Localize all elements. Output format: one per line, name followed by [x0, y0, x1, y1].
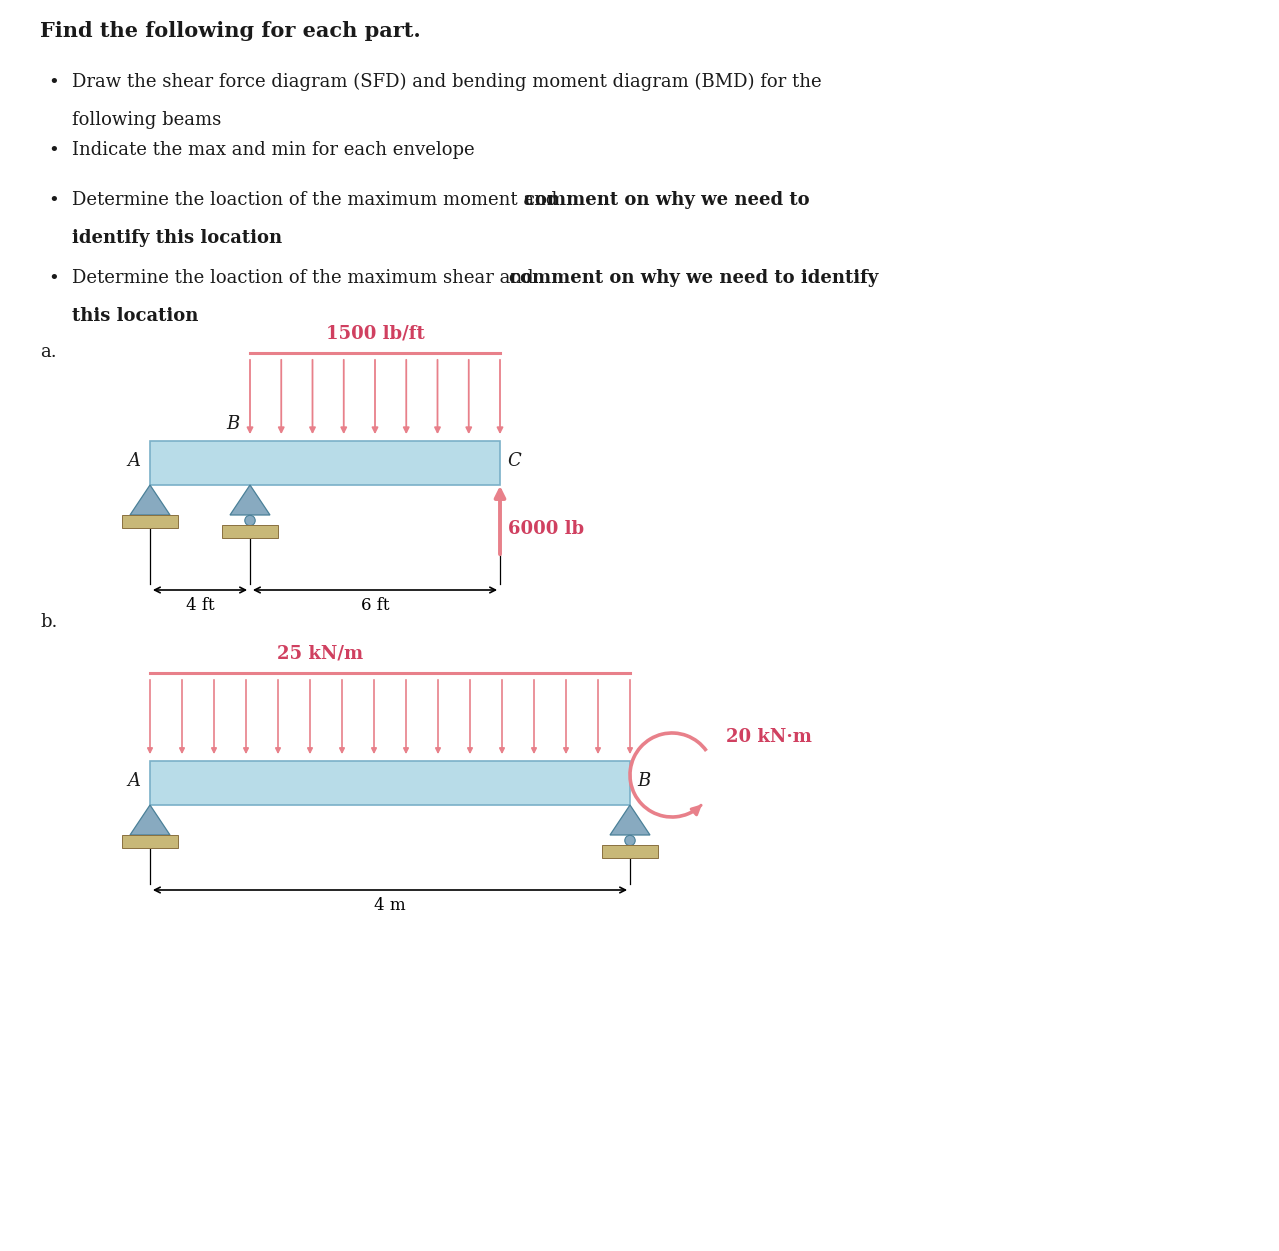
Text: comment on why we need to: comment on why we need to	[524, 191, 810, 209]
Circle shape	[625, 836, 636, 846]
Bar	[223, 525, 278, 538]
Bar	[122, 834, 178, 848]
Polygon shape	[230, 485, 270, 515]
Text: following beams: following beams	[72, 111, 221, 129]
Text: •: •	[49, 73, 59, 91]
Bar	[602, 844, 657, 858]
Text: •: •	[49, 191, 59, 209]
Text: Determine the loaction of the maximum moment and: Determine the loaction of the maximum mo…	[72, 191, 563, 209]
Text: 4 ft: 4 ft	[185, 597, 215, 614]
Circle shape	[244, 515, 256, 525]
Text: 6000 lb: 6000 lb	[508, 520, 585, 538]
Text: A: A	[127, 452, 139, 470]
Text: Find the following for each part.: Find the following for each part.	[40, 21, 421, 41]
Text: •: •	[49, 141, 59, 159]
Text: •: •	[49, 269, 59, 286]
Text: 6 ft: 6 ft	[361, 597, 389, 614]
Text: 1500 lb/ft: 1500 lb/ft	[326, 325, 425, 343]
Text: a.: a.	[40, 343, 56, 362]
Text: identify this location: identify this location	[72, 229, 283, 246]
Text: this location: this location	[72, 306, 198, 325]
Bar	[150, 761, 631, 804]
Bar	[150, 442, 500, 485]
Polygon shape	[130, 804, 170, 834]
Text: 20 kN·m: 20 kN·m	[726, 728, 812, 746]
Text: b.: b.	[40, 613, 58, 631]
Polygon shape	[610, 804, 650, 834]
Text: A: A	[127, 772, 139, 789]
Text: comment on why we need to identify: comment on why we need to identify	[509, 269, 879, 286]
Text: 4 m: 4 m	[375, 897, 405, 914]
Bar	[122, 515, 178, 528]
Text: C: C	[506, 452, 521, 470]
Text: 25 kN/m: 25 kN/m	[278, 646, 363, 663]
Text: Determine the loaction of the maximum shear and: Determine the loaction of the maximum sh…	[72, 269, 540, 286]
Text: Indicate the max and min for each envelope: Indicate the max and min for each envelo…	[72, 141, 475, 159]
Text: B: B	[637, 772, 650, 789]
Polygon shape	[130, 485, 170, 515]
Text: Draw the shear force diagram (SFD) and bending moment diagram (BMD) for the: Draw the shear force diagram (SFD) and b…	[72, 73, 821, 91]
Text: B: B	[226, 415, 240, 433]
